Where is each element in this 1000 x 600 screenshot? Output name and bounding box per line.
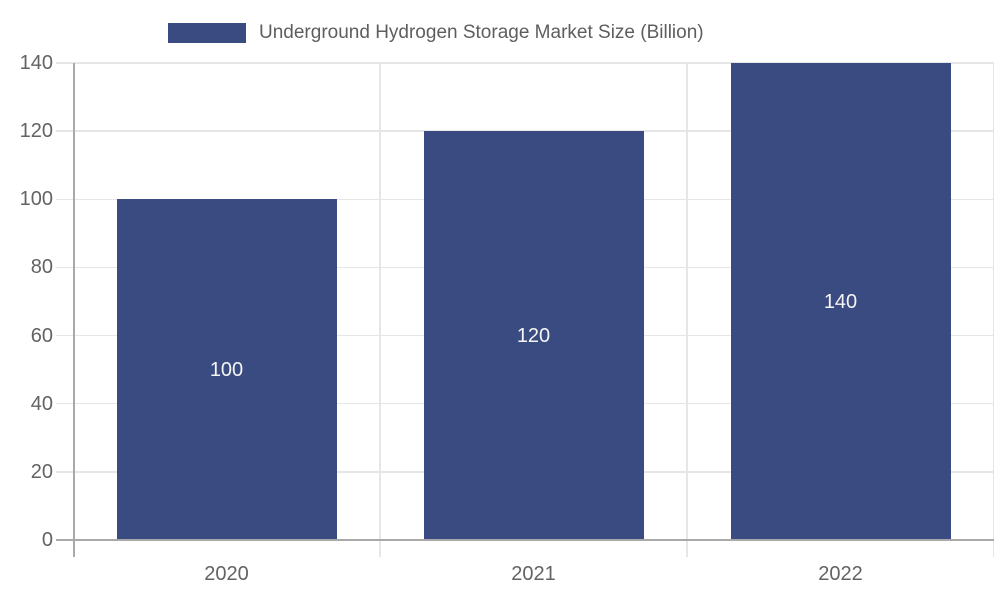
x-tick-label-2022: 2022 [818,563,863,585]
bar-value-label-2022: 140 [823,290,858,313]
gridline-y-120 [56,130,994,132]
y-tick-label-60: 60 [30,324,53,347]
bar-2021 [423,131,644,540]
bar-2022 [730,63,951,540]
legend-label: Underground Hydrogen Storage Market Size… [259,22,704,43]
bar-value-label-2020: 100 [209,358,244,381]
chart-legend: Underground Hydrogen Storage Market Size… [168,22,704,43]
y-tick-label-140: 140 [19,52,53,74]
gridline-y-140 [56,62,994,64]
y-tick-label-80: 80 [30,256,53,279]
x-tick-label-2020: 2020 [204,563,249,585]
x-tick-label-2021: 2021 [511,563,556,585]
bar-2020 [116,199,337,540]
y-tick-label-120: 120 [19,120,53,143]
y-tick-label-20: 20 [30,460,53,483]
vertical-gridline-1 [379,63,381,557]
y-axis-line [73,63,75,557]
plot-area: 100 120 140 [56,62,994,557]
legend-swatch [168,23,246,43]
y-tick-label-0: 0 [41,529,53,551]
y-tick-label-40: 40 [30,392,53,415]
bar-value-label-2021: 120 [516,324,551,347]
y-tick-label-100: 100 [19,188,53,211]
right-spine [992,63,994,557]
x-axis-line [56,539,994,541]
vertical-gridline-2 [686,63,688,557]
